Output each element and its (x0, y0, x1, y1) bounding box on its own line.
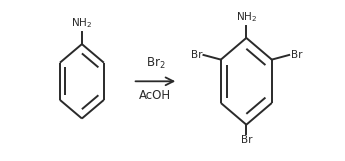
Text: AcOH: AcOH (139, 89, 171, 102)
Text: Br: Br (240, 135, 252, 145)
Text: NH$_2$: NH$_2$ (71, 17, 92, 30)
Text: Br: Br (290, 50, 302, 60)
Text: Br$_2$: Br$_2$ (146, 56, 165, 71)
Text: Br: Br (191, 50, 202, 60)
Text: NH$_2$: NH$_2$ (236, 10, 257, 24)
